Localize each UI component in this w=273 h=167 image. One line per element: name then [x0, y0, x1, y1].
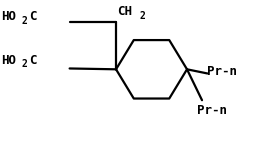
Text: C: C [29, 10, 37, 23]
Text: Pr-n: Pr-n [197, 104, 227, 117]
Text: HO: HO [1, 10, 16, 23]
Text: CH: CH [117, 5, 132, 18]
Text: HO: HO [1, 54, 16, 67]
Text: Pr-n: Pr-n [207, 65, 238, 78]
Text: 2: 2 [22, 16, 28, 26]
Text: 2: 2 [140, 11, 146, 21]
Text: 2: 2 [22, 59, 28, 69]
Text: C: C [29, 54, 37, 67]
